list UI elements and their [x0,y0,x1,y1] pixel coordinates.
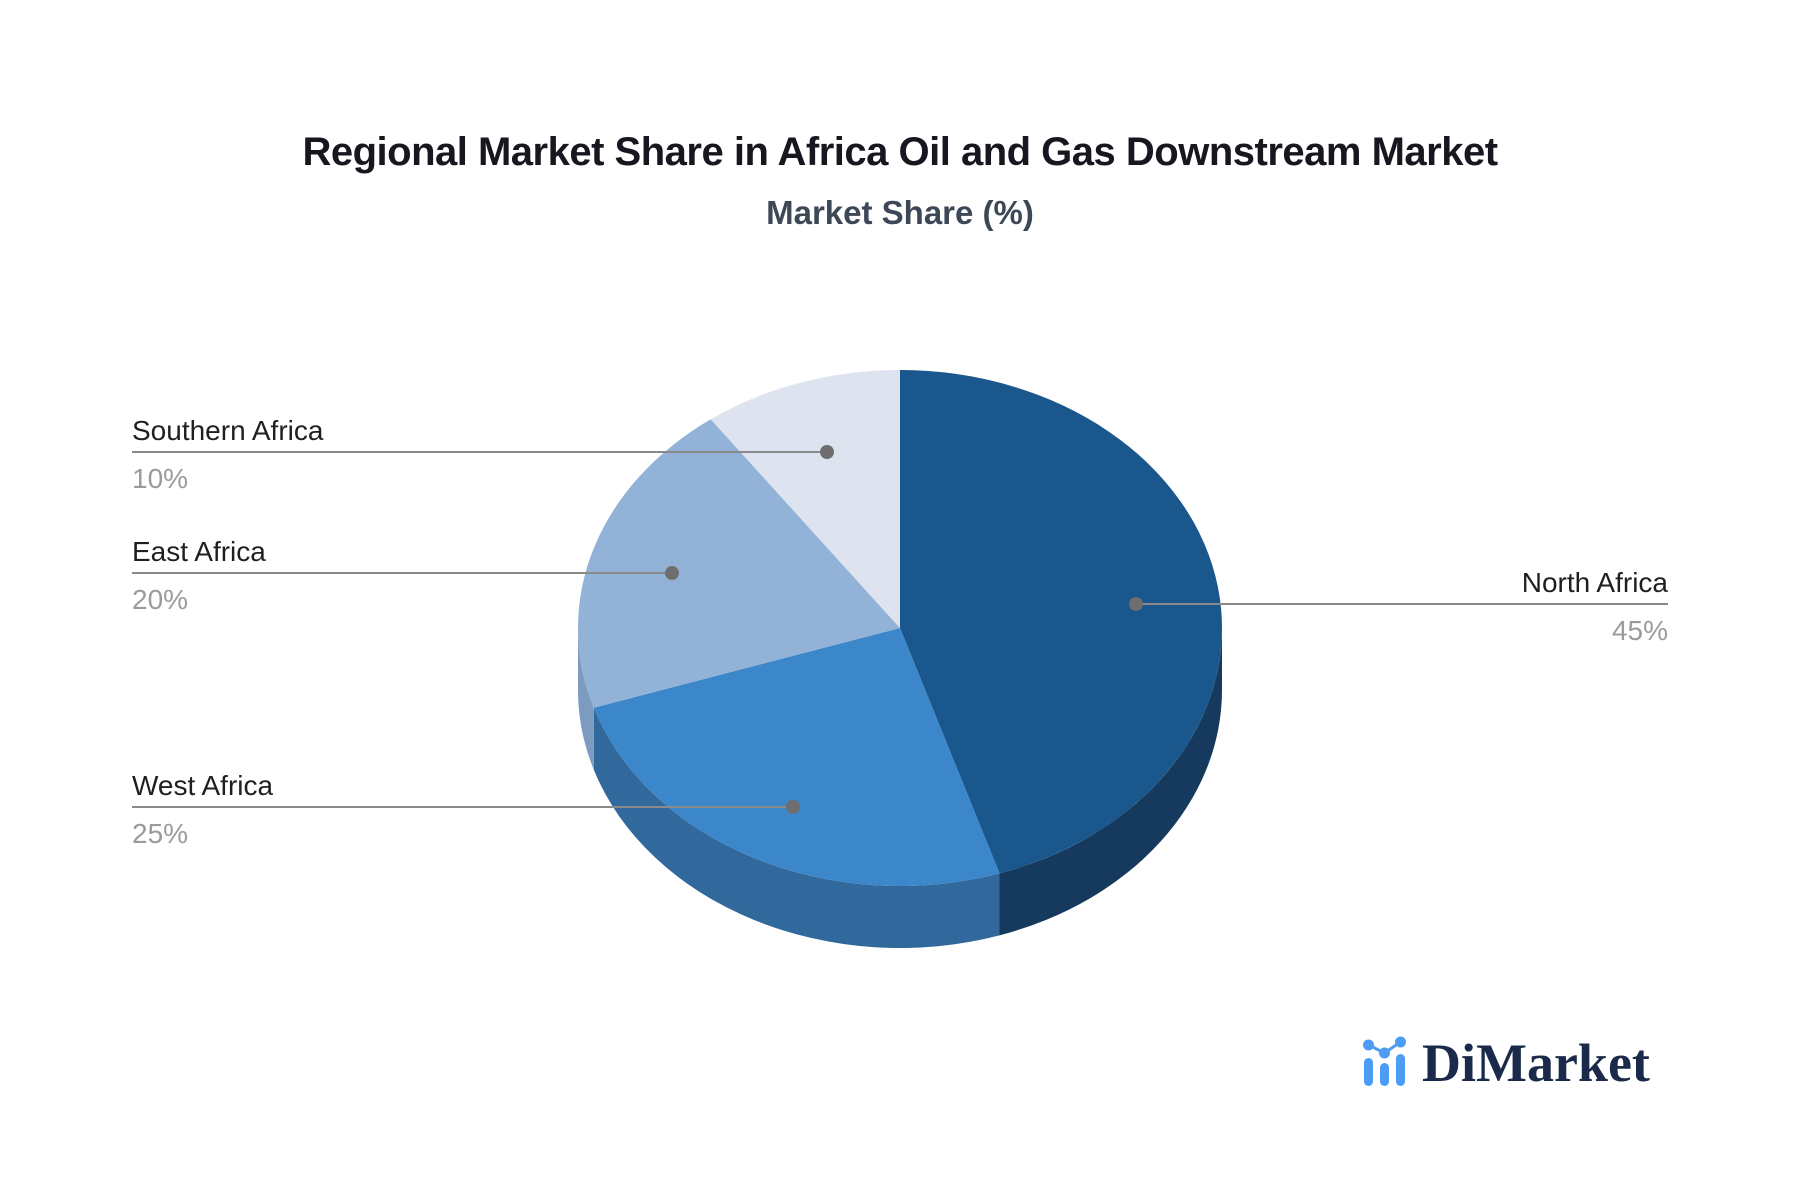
pie-slice-side-east-africa [578,628,594,770]
bar-line-chart-icon [1363,1036,1406,1086]
callout-dot-west-africa [786,800,800,814]
pie-slice-southern-africa[interactable] [710,370,900,628]
callout-label-east-africa: East Africa [132,536,266,567]
callout-value-east-africa: 20% [132,584,189,615]
callout-value-west-africa: 25% [132,818,189,849]
callout-dot-east-africa [665,566,679,580]
callout-label-north-africa: North Africa [1521,567,1668,598]
pie-slice-west-africa[interactable] [593,628,1000,886]
pie-slice-side-west-africa [593,707,1000,948]
brand-logo[interactable]: DiMarket [1362,1034,1650,1092]
callout-value-southern-africa: 10% [132,463,189,494]
pie-slice-side-north-africa [999,628,1222,936]
callout-label-west-africa: West Africa [132,770,274,801]
callout-dot-north-africa [1129,597,1143,611]
pie-slice-east-africa[interactable] [577,419,900,708]
callout-dot-southern-africa [820,445,834,459]
chart-title: Regional Market Share in Africa Oil and … [302,130,1498,174]
callout-label-southern-africa: Southern Africa [132,415,324,446]
pie-slice-north-africa[interactable] [900,370,1222,874]
brand-logo-text: DiMarket [1422,1033,1650,1093]
chart-subtitle: Market Share (%) [766,194,1034,231]
callout-value-north-africa: 45% [1611,615,1668,646]
